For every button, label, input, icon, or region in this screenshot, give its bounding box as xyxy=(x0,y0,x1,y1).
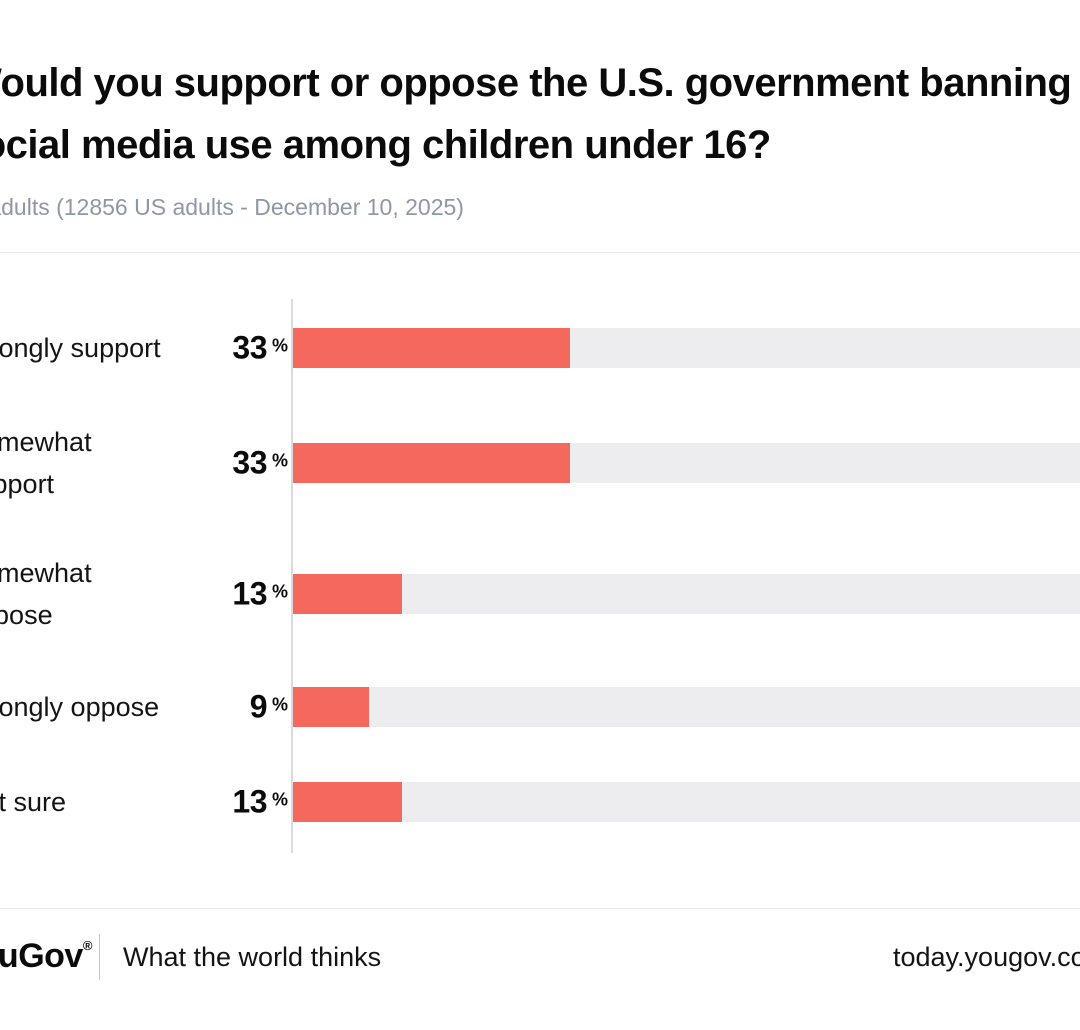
bar-row: Not sure 13% xyxy=(0,782,1080,822)
value-number: 13 xyxy=(232,575,267,612)
bar-fill xyxy=(293,443,571,483)
footer-site-url: today.yougov.com xyxy=(893,942,1080,972)
bar-row: Strongly oppose 9% xyxy=(0,687,1080,727)
bar-fill xyxy=(293,328,571,368)
chart-subtitle: US adults (12856 US adults - December 10… xyxy=(0,194,464,220)
category-label: Not sure xyxy=(0,787,67,817)
footer-tagline: What the world thinks xyxy=(123,942,382,972)
footer-separator xyxy=(99,934,100,980)
value-label: 33% xyxy=(150,445,288,482)
value-label: 13% xyxy=(150,784,288,821)
value-number: 13 xyxy=(232,783,267,820)
percent-sign: % xyxy=(271,694,288,715)
y-axis-line xyxy=(291,299,293,853)
bar-track xyxy=(293,687,1080,727)
chart-title-line2: social media use among children under 16… xyxy=(0,123,771,167)
bar-track xyxy=(293,328,1080,368)
bar-row: Somewhat oppose 13% xyxy=(0,558,1080,630)
bar-track xyxy=(293,443,1080,483)
bar-fill xyxy=(293,687,369,727)
bar-track xyxy=(293,782,1080,822)
bar-fill xyxy=(293,574,403,614)
percent-sign: % xyxy=(271,789,288,810)
value-label: 33% xyxy=(150,330,288,367)
yougov-logo: YouGov® xyxy=(0,937,92,976)
percent-sign: % xyxy=(271,335,288,356)
category-label: Somewhat support xyxy=(0,427,92,499)
percent-sign: % xyxy=(271,581,288,602)
value-number: 9 xyxy=(249,688,268,725)
bottom-divider xyxy=(0,908,1080,909)
percent-sign: % xyxy=(271,450,288,471)
value-label: 9% xyxy=(150,689,288,726)
chart-title-line1: Would you support or oppose the U.S. gov… xyxy=(0,61,1072,105)
value-number: 33 xyxy=(232,444,267,481)
bar-row: Strongly support 33% xyxy=(0,328,1080,368)
header: Would you support or oppose the U.S. gov… xyxy=(0,52,1080,221)
bar-row: Somewhat support 33% xyxy=(0,427,1080,499)
top-divider xyxy=(0,252,1080,253)
yougov-logo-text: YouGov xyxy=(0,937,83,975)
registered-mark: ® xyxy=(82,938,93,953)
value-number: 33 xyxy=(232,329,267,366)
category-label: Somewhat oppose xyxy=(0,558,92,630)
bar-track xyxy=(293,574,1080,614)
category-label: Strongly support xyxy=(0,333,161,363)
bar-fill xyxy=(293,782,403,822)
category-label: Strongly oppose xyxy=(0,692,160,722)
footer: YouGov® What the world thinks today.youg… xyxy=(0,908,1080,1030)
value-label: 13% xyxy=(150,576,288,613)
